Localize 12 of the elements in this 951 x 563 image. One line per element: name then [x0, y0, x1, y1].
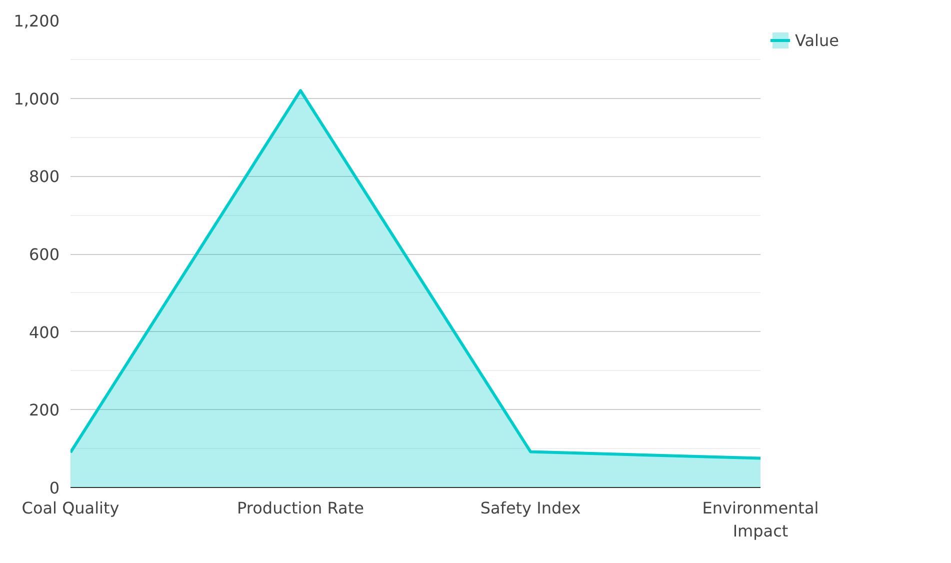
x-tick-label: Safety Index: [480, 498, 581, 518]
y-tick-label: 800: [28, 167, 60, 186]
y-tick-label: 600: [28, 245, 60, 264]
x-tick-label: Coal Quality: [22, 498, 120, 518]
y-tick-label: 1,200: [14, 12, 60, 30]
y-tick-label: 400: [28, 322, 60, 342]
x-tick-label: Environmental Impact: [702, 498, 819, 540]
y-tick-label: 0: [49, 478, 60, 498]
y-tick-label: 1,000: [14, 89, 60, 108]
y-tick-label: 200: [28, 400, 60, 420]
legend-label: Value: [795, 30, 839, 50]
x-tick-label: Production Rate: [237, 498, 364, 518]
